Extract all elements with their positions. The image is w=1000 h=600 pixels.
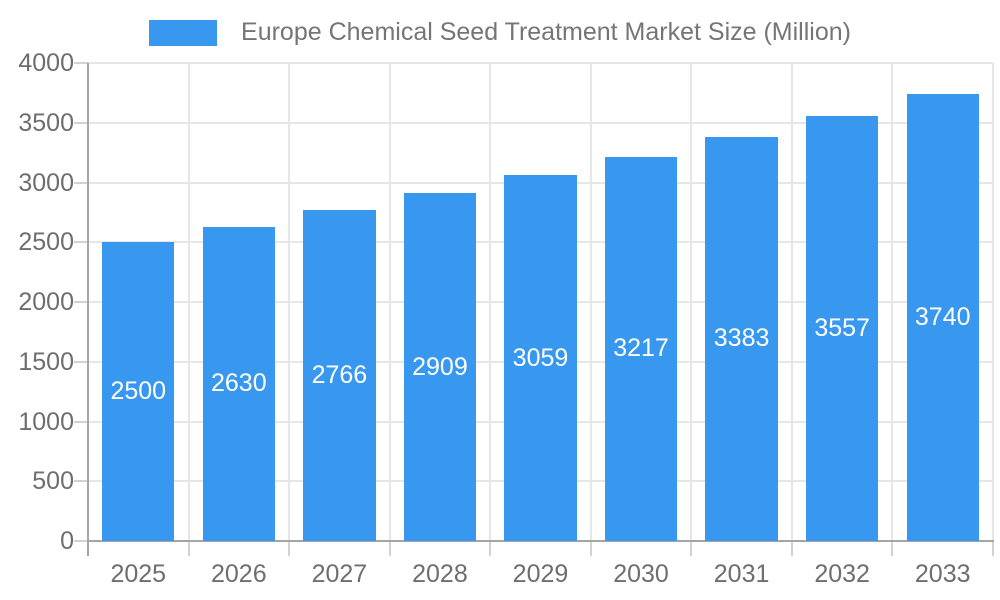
bar[interactable]: 3740 <box>906 94 979 541</box>
gridline-vertical <box>992 63 994 541</box>
y-tick-mark <box>74 62 88 64</box>
bar-value-label: 2766 <box>311 361 368 390</box>
bar-value-label: 3217 <box>613 334 669 363</box>
x-tick-label: 2029 <box>512 560 569 588</box>
y-tick-label: 2500 <box>18 228 74 257</box>
y-tick-label: 500 <box>32 467 74 496</box>
x-tick-label: 2033 <box>914 560 971 588</box>
y-tick-label: 0 <box>60 527 74 555</box>
bar[interactable]: 2500 <box>102 242 175 541</box>
y-tick-label: 2000 <box>18 288 74 316</box>
x-tick-mark <box>388 541 391 556</box>
x-tick-mark <box>589 541 592 556</box>
y-tick-mark <box>74 540 88 542</box>
y-axis-line <box>87 63 89 556</box>
bar[interactable]: 2766 <box>303 210 376 541</box>
bar-value-label: 3059 <box>512 343 569 372</box>
legend-item[interactable]: Europe Chemical Seed Treatment Market Si… <box>149 18 851 47</box>
x-tick-mark <box>288 541 291 556</box>
x-tick-label: 2031 <box>713 560 770 588</box>
bar-value-label: 3740 <box>914 303 971 332</box>
gridline-horizontal <box>88 62 993 64</box>
x-tick-label: 2030 <box>613 560 669 588</box>
x-tick-mark <box>187 541 190 556</box>
x-tick-mark <box>992 541 994 556</box>
y-tick-mark <box>74 181 88 184</box>
bar-value-label: 3383 <box>713 324 770 353</box>
gridline-vertical <box>690 63 693 541</box>
y-tick-label: 1000 <box>18 407 74 436</box>
gridline-vertical <box>288 63 291 541</box>
gridline-vertical <box>790 63 793 541</box>
x-axis-line <box>87 540 994 542</box>
x-tick-mark <box>489 541 492 556</box>
bar[interactable]: 3383 <box>705 136 778 541</box>
legend-swatch <box>149 19 218 46</box>
gridline-vertical <box>187 63 190 541</box>
bar-value-label: 2500 <box>110 377 167 406</box>
bar[interactable]: 2909 <box>403 193 477 541</box>
y-tick-mark <box>74 121 88 124</box>
bar[interactable]: 3217 <box>604 156 678 541</box>
y-tick-mark <box>74 301 88 303</box>
y-tick-label: 1500 <box>18 347 74 376</box>
y-tick-label: 4000 <box>18 49 74 77</box>
x-tick-mark <box>690 541 693 556</box>
gridline-vertical <box>489 63 492 541</box>
gridline-horizontal <box>88 121 993 124</box>
bar-value-label: 3557 <box>814 313 870 342</box>
x-tick-label: 2032 <box>814 560 870 588</box>
x-tick-mark <box>790 541 793 556</box>
bar-value-label: 2630 <box>211 369 267 398</box>
y-tick-label: 3000 <box>18 168 74 197</box>
x-tick-label: 2027 <box>311 560 368 588</box>
y-tick-mark <box>74 420 88 423</box>
bar[interactable]: 2630 <box>202 226 276 541</box>
x-tick-label: 2025 <box>110 560 167 588</box>
bar-value-label: 2909 <box>412 352 468 381</box>
gridline-vertical <box>891 63 894 541</box>
x-tick-label: 2028 <box>412 560 468 588</box>
gridline-vertical <box>388 63 391 541</box>
bar[interactable]: 3557 <box>805 115 879 541</box>
y-tick-mark <box>74 241 88 244</box>
legend: Europe Chemical Seed Treatment Market Si… <box>0 18 1000 47</box>
y-tick-label: 3500 <box>18 108 74 137</box>
bar[interactable]: 3059 <box>504 175 577 541</box>
y-tick-mark <box>74 480 88 483</box>
x-tick-mark <box>891 541 894 556</box>
x-tick-label: 2026 <box>211 560 267 588</box>
y-tick-mark <box>74 360 88 363</box>
legend-series-label: Europe Chemical Seed Treatment Market Si… <box>241 18 851 46</box>
gridline-vertical <box>589 63 592 541</box>
